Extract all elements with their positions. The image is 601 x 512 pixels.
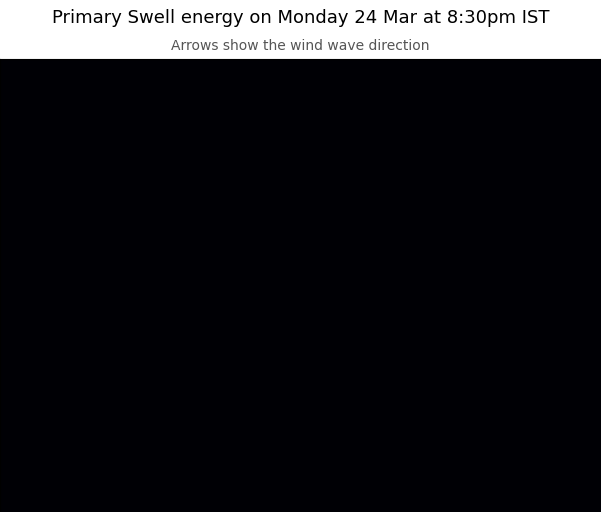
Text: Primary Swell energy on Monday 24 Mar at 8:30pm IST: Primary Swell energy on Monday 24 Mar at…	[52, 9, 549, 27]
Text: Arrows show the wind wave direction: Arrows show the wind wave direction	[171, 39, 430, 53]
